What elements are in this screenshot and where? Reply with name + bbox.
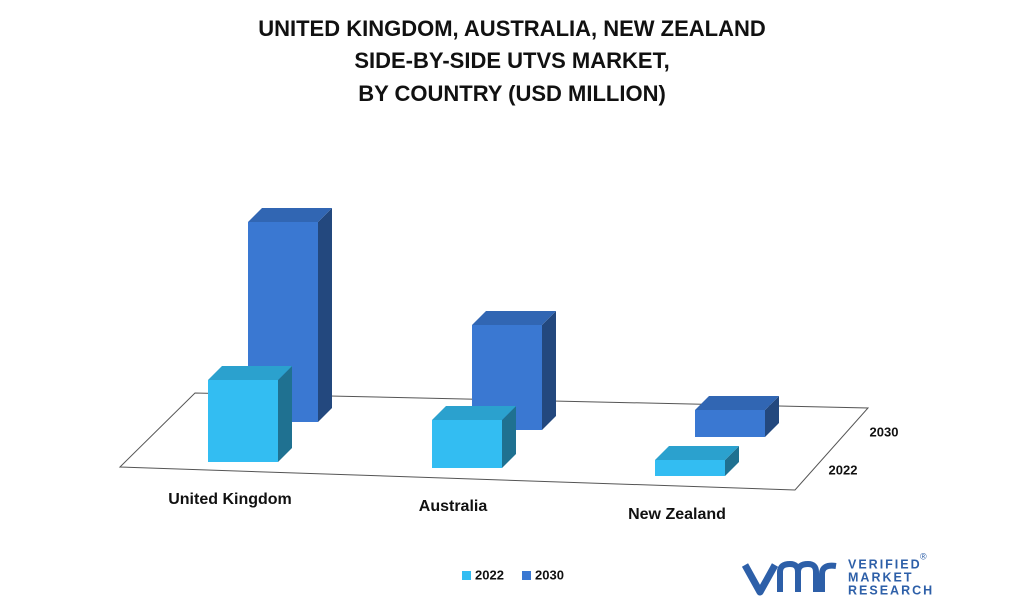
logo-r	[819, 562, 837, 592]
logo-v	[741, 563, 779, 596]
bar-side	[725, 446, 739, 476]
bar-top	[208, 366, 292, 380]
logo: VERIFIED MARKET RESEARCH ®	[741, 551, 934, 597]
logo-m	[777, 560, 819, 592]
legend-label: 2022	[475, 567, 504, 582]
bar	[695, 410, 765, 437]
bar-top	[432, 406, 516, 420]
chart-title: SIDE-BY-SIDE UTVS MARKET,	[354, 48, 669, 73]
x-tick-label: Australia	[419, 498, 488, 515]
depth-label: 2030	[870, 424, 899, 439]
bar-side	[318, 208, 332, 422]
bar-side	[542, 311, 556, 430]
x-tick-label: New Zealand	[628, 506, 726, 523]
bar	[208, 380, 278, 462]
bar	[432, 420, 502, 468]
chart-title: BY COUNTRY (USD MILLION)	[358, 81, 666, 106]
logo-text: RESEARCH	[848, 583, 934, 597]
bar-side	[765, 396, 779, 437]
bar-top	[695, 396, 779, 410]
chart-title: UNITED KINGDOM, AUSTRALIA, NEW ZEALAND	[258, 16, 766, 41]
bar-top	[472, 311, 556, 325]
bar-top	[248, 208, 332, 222]
bar-side	[502, 406, 516, 468]
logo-text: VERIFIED	[848, 557, 922, 571]
bar-top	[655, 446, 739, 460]
bar	[655, 460, 725, 476]
logo-text: MARKET	[848, 570, 913, 584]
legend-swatch	[522, 571, 531, 580]
legend-label: 2030	[535, 567, 564, 582]
bar-side	[278, 366, 292, 462]
depth-label: 2022	[829, 462, 858, 477]
x-tick-label: United Kingdom	[168, 491, 292, 508]
logo-registered: ®	[920, 551, 927, 561]
legend-swatch	[462, 571, 471, 580]
